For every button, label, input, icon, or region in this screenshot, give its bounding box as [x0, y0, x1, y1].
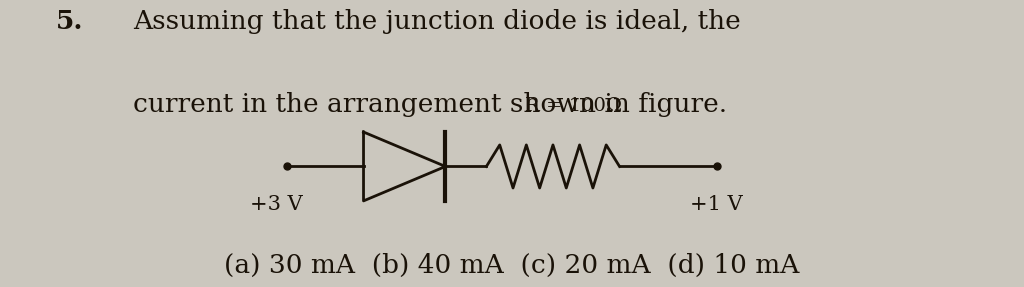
Text: +1 V: +1 V — [690, 195, 743, 214]
Text: (a) 30 mA  (b) 40 mA  (c) 20 mA  (d) 10 mA: (a) 30 mA (b) 40 mA (c) 20 mA (d) 10 mA — [224, 253, 800, 278]
Text: 5.: 5. — [56, 9, 84, 34]
Text: R = 100Ω: R = 100Ω — [525, 97, 622, 115]
Text: current in the arrangement shown in figure.: current in the arrangement shown in figu… — [133, 92, 727, 117]
Text: +3 V: +3 V — [250, 195, 303, 214]
Text: Assuming that the junction diode is ideal, the: Assuming that the junction diode is idea… — [133, 9, 741, 34]
